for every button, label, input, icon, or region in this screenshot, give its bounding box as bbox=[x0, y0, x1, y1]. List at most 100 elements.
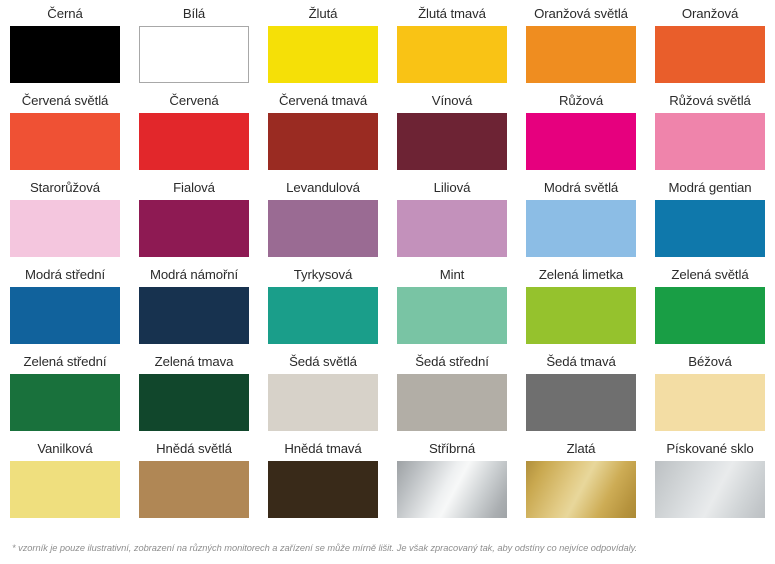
swatch-cell: Červená světlá bbox=[10, 93, 120, 174]
swatch-cell: Modrá námořní bbox=[139, 267, 249, 348]
swatch-color-chip[interactable] bbox=[526, 374, 636, 431]
swatch-cell: Šedá světlá bbox=[268, 354, 378, 435]
swatch-color-chip[interactable] bbox=[10, 200, 120, 257]
swatch-color-chip[interactable] bbox=[268, 374, 378, 431]
swatch-label: Hnědá světlá bbox=[156, 441, 232, 456]
swatch-cell: Zelená světlá bbox=[655, 267, 765, 348]
swatch-color-chip[interactable] bbox=[655, 461, 765, 518]
swatch-color-chip[interactable] bbox=[655, 374, 765, 431]
swatch-cell: Žlutá tmavá bbox=[397, 6, 507, 87]
swatch-label: Červená tmavá bbox=[278, 93, 368, 108]
footnote-text: * vzorník je pouze ilustrativní, zobraze… bbox=[12, 543, 638, 553]
swatch-color-chip[interactable] bbox=[139, 200, 249, 257]
swatch-label: Červená bbox=[169, 93, 219, 108]
swatch-label: Žlutá tmavá bbox=[418, 6, 486, 21]
swatch-color-chip[interactable] bbox=[397, 200, 507, 257]
swatch-label: Šedá střední bbox=[415, 354, 489, 369]
swatch-label: Levandulová bbox=[286, 180, 360, 195]
swatch-cell: Fialová bbox=[139, 180, 249, 261]
swatch-color-chip[interactable] bbox=[268, 200, 378, 257]
swatch-cell: Zelená limetka bbox=[526, 267, 636, 348]
swatch-cell: Červená tmavá bbox=[268, 93, 378, 174]
swatch-label: Liliová bbox=[433, 180, 471, 195]
swatch-color-chip[interactable] bbox=[10, 113, 120, 170]
swatch-color-chip[interactable] bbox=[268, 461, 378, 518]
swatch-color-chip[interactable] bbox=[526, 287, 636, 344]
swatch-label: Růžová světlá bbox=[669, 93, 751, 108]
swatch-cell: Starorůžová bbox=[10, 180, 120, 261]
swatch-cell: Stříbrná bbox=[397, 441, 507, 522]
swatch-color-chip[interactable] bbox=[139, 26, 249, 83]
swatch-label: Modrá střední bbox=[24, 267, 106, 282]
swatch-label: Modrá gentian bbox=[668, 180, 752, 195]
swatch-color-chip[interactable] bbox=[10, 287, 120, 344]
swatch-label: Hnědá tmavá bbox=[284, 441, 362, 456]
swatch-label: Oranžová bbox=[681, 6, 739, 21]
swatch-label: Fialová bbox=[173, 180, 215, 195]
swatch-cell: Hnědá tmavá bbox=[268, 441, 378, 522]
swatch-color-chip[interactable] bbox=[268, 113, 378, 170]
swatch-cell: Zelená tmava bbox=[139, 354, 249, 435]
swatch-label: Zelená limetka bbox=[538, 267, 624, 282]
swatch-color-chip[interactable] bbox=[139, 461, 249, 518]
swatch-cell: Vanilková bbox=[10, 441, 120, 522]
swatch-cell: Žlutá bbox=[268, 6, 378, 87]
swatch-label: Červená světlá bbox=[21, 93, 109, 108]
swatch-cell: Modrá střední bbox=[10, 267, 120, 348]
swatch-cell: Tyrkysová bbox=[268, 267, 378, 348]
swatch-color-chip[interactable] bbox=[397, 26, 507, 83]
swatch-color-chip[interactable] bbox=[10, 461, 120, 518]
swatch-cell: Šedá tmavá bbox=[526, 354, 636, 435]
swatch-label: Zelená střední bbox=[23, 354, 107, 369]
swatch-color-chip[interactable] bbox=[139, 374, 249, 431]
swatch-color-chip[interactable] bbox=[655, 200, 765, 257]
swatch-label: Modrá světlá bbox=[543, 180, 619, 195]
swatch-label: Šedá světlá bbox=[289, 354, 357, 369]
swatch-label: Žlutá bbox=[308, 6, 338, 21]
swatch-label: Oranžová světlá bbox=[534, 6, 628, 21]
swatch-color-chip[interactable] bbox=[268, 26, 378, 83]
swatch-color-chip[interactable] bbox=[655, 26, 765, 83]
swatch-color-chip[interactable] bbox=[139, 113, 249, 170]
swatch-color-chip[interactable] bbox=[655, 113, 765, 170]
swatch-cell: Oranžová světlá bbox=[526, 6, 636, 87]
swatch-cell: Černá bbox=[10, 6, 120, 87]
swatch-color-chip[interactable] bbox=[10, 374, 120, 431]
swatch-label: Mint bbox=[439, 267, 465, 282]
swatch-label: Růžová bbox=[558, 93, 604, 108]
swatch-label: Zlatá bbox=[566, 441, 596, 456]
swatch-color-chip[interactable] bbox=[655, 287, 765, 344]
swatch-cell: Růžová bbox=[526, 93, 636, 174]
swatch-cell: Béžová bbox=[655, 354, 765, 435]
swatch-cell: Levandulová bbox=[268, 180, 378, 261]
swatch-color-chip[interactable] bbox=[526, 113, 636, 170]
swatch-label: Pískované sklo bbox=[666, 441, 754, 456]
swatch-label: Šedá tmavá bbox=[546, 354, 616, 369]
swatch-cell: Zlatá bbox=[526, 441, 636, 522]
color-swatch-grid: Černá Bílá Žlutá Žlutá tmavá Oranžová světlá… bbox=[10, 6, 765, 522]
swatch-color-chip[interactable] bbox=[10, 26, 120, 83]
swatch-cell: Modrá gentian bbox=[655, 180, 765, 261]
swatch-color-chip[interactable] bbox=[139, 287, 249, 344]
swatch-cell: Modrá světlá bbox=[526, 180, 636, 261]
swatch-cell: Červená bbox=[139, 93, 249, 174]
swatch-label: Vínová bbox=[431, 93, 473, 108]
swatch-color-chip[interactable] bbox=[526, 26, 636, 83]
swatch-label: Béžová bbox=[688, 354, 732, 369]
swatch-label: Tyrkysová bbox=[293, 267, 353, 282]
swatch-cell: Pískované sklo bbox=[655, 441, 765, 522]
swatch-color-chip[interactable] bbox=[268, 287, 378, 344]
swatch-label: Modrá námořní bbox=[149, 267, 239, 282]
swatch-label: Starorůžová bbox=[29, 180, 100, 195]
swatch-color-chip[interactable] bbox=[526, 461, 636, 518]
swatch-color-chip[interactable] bbox=[397, 374, 507, 431]
swatch-color-chip[interactable] bbox=[397, 461, 507, 518]
swatch-label: Stříbrná bbox=[428, 441, 476, 456]
swatch-label: Zelená světlá bbox=[671, 267, 749, 282]
swatch-color-chip[interactable] bbox=[397, 113, 507, 170]
swatch-cell: Vínová bbox=[397, 93, 507, 174]
swatch-color-chip[interactable] bbox=[397, 287, 507, 344]
swatch-label: Černá bbox=[47, 6, 83, 21]
swatch-label: Zelená tmava bbox=[154, 354, 234, 369]
swatch-color-chip[interactable] bbox=[526, 200, 636, 257]
